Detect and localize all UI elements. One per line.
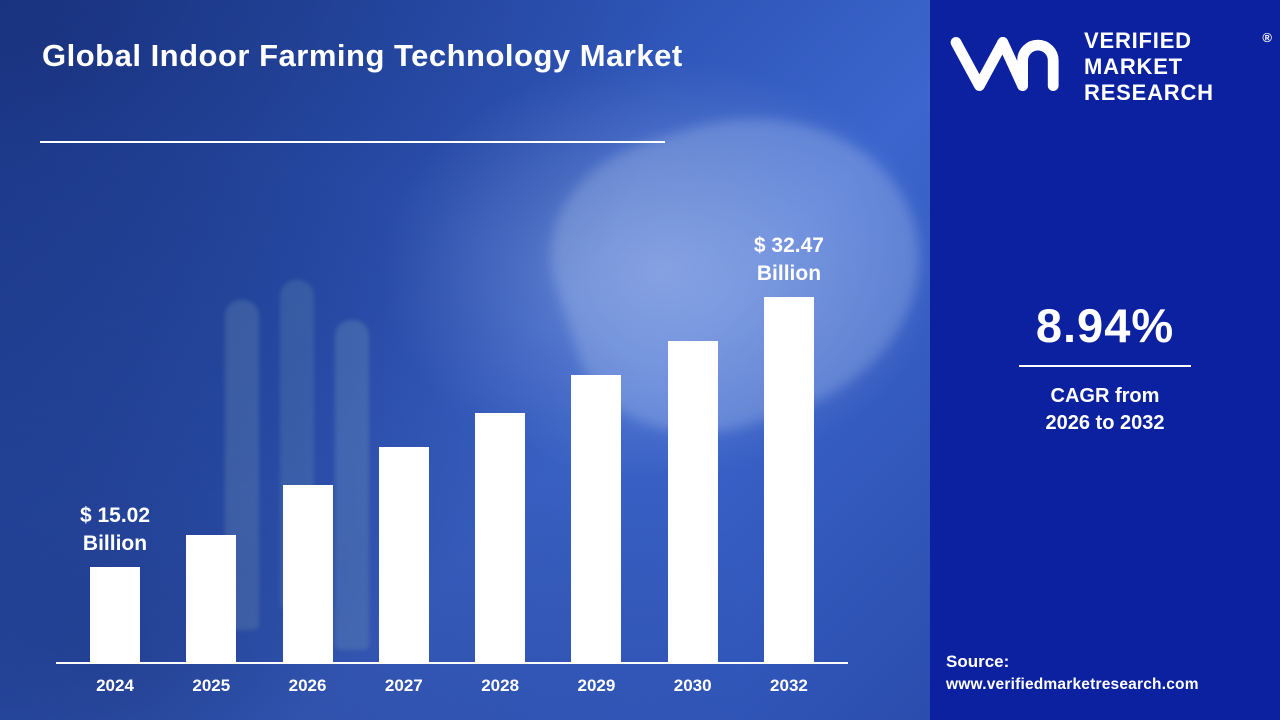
x-axis-label: 2028 (481, 676, 520, 695)
bar-column: $ 32.47 Billion (746, 232, 832, 662)
cagr-block: 8.94% CAGR from 2026 to 2032 (930, 298, 1280, 437)
x-axis-label: 2030 (673, 676, 712, 695)
brand-name-line: RESEARCH (1084, 79, 1214, 105)
brand-sidebar: VERIFIED MARKET RESEARCH ® 8.94% CAGR fr… (930, 0, 1280, 720)
cagr-label-line: 2026 to 2032 (1045, 412, 1165, 434)
bar (763, 297, 814, 662)
brand-name: VERIFIED MARKET RESEARCH (1084, 28, 1214, 106)
bar-value-label: $ 32.47 Billion (753, 234, 824, 285)
vmr-monogram-icon (946, 28, 1074, 105)
x-axis-label: 2027 (384, 676, 423, 695)
bar-column (168, 535, 254, 662)
brand-name-line: MARKET (1084, 53, 1183, 79)
registered-trademark-icon: ® (1262, 30, 1272, 45)
bar (90, 567, 140, 662)
source-label: Source: (946, 652, 1010, 671)
x-axis-line (56, 662, 848, 664)
cagr-label-line: CAGR from (1050, 385, 1160, 407)
bar (475, 413, 526, 662)
bar-column: $ 15.02 Billion (72, 502, 158, 662)
title-underline (40, 141, 665, 143)
cagr-value: 8.94% (1035, 299, 1175, 352)
bar-column (553, 375, 639, 662)
brand-logo: VERIFIED MARKET RESEARCH (946, 28, 1262, 106)
x-axis-label: 2025 (192, 676, 231, 695)
cagr-underline (1019, 365, 1191, 367)
bar-chart: $ 15.02 Billion $ 32.47 Billion 2024 2025 202… (56, 142, 848, 702)
bar (186, 535, 237, 662)
cagr-label: CAGR from 2026 to 2032 (930, 383, 1280, 437)
chart-panel: Global Indoor Farming Technology Market … (0, 0, 930, 720)
bar (378, 447, 429, 662)
bar-column (650, 341, 736, 662)
x-axis-label: 2029 (577, 676, 616, 695)
brand-name-line: VERIFIED (1084, 28, 1192, 53)
labels-row: 2024 2025 2026 2027 2028 2029 2030 2032 (56, 676, 848, 696)
bar-value-label: $ 15.02 Billion (79, 504, 151, 555)
x-axis-label: 2026 (288, 676, 327, 695)
x-axis-label: 2024 (96, 676, 134, 695)
bar-column (457, 413, 543, 662)
bar-column (361, 447, 447, 662)
page-title: Global Indoor Farming Technology Market (42, 38, 683, 73)
bar (667, 341, 718, 662)
bars-row: $ 15.02 Billion $ 32.47 Billion (56, 232, 848, 662)
bar (571, 375, 622, 662)
x-axis-label: 2032 (770, 676, 808, 695)
bar-column (265, 485, 351, 662)
bar (282, 485, 333, 662)
source-url: www.verifiedmarketresearch.com (946, 676, 1199, 693)
source-block: Source: www.verifiedmarketresearch.com (946, 652, 1199, 694)
